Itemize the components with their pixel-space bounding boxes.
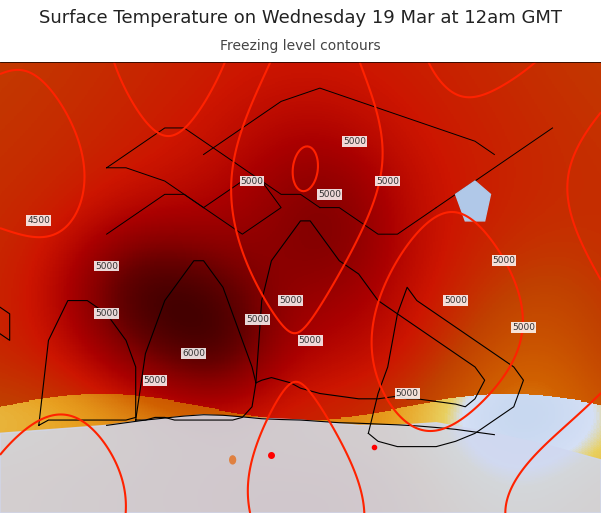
Text: 5000: 5000 (376, 176, 399, 186)
Text: 5000: 5000 (318, 190, 341, 199)
Text: 5000: 5000 (95, 309, 118, 319)
Text: 5000: 5000 (512, 323, 535, 331)
Text: 4500: 4500 (27, 216, 50, 225)
Text: 5000: 5000 (246, 314, 269, 324)
Text: 5000: 5000 (279, 296, 302, 305)
Text: Freezing level contours: Freezing level contours (220, 39, 381, 53)
Text: 5000: 5000 (493, 256, 516, 265)
Polygon shape (0, 415, 601, 513)
Text: 5000: 5000 (444, 296, 467, 305)
Circle shape (230, 456, 236, 464)
Text: 5000: 5000 (144, 376, 166, 385)
Text: Surface Temperature on Wednesday 19 Mar at 12am GMT: Surface Temperature on Wednesday 19 Mar … (39, 9, 562, 28)
Text: 5000: 5000 (343, 137, 366, 146)
Text: 6000: 6000 (182, 349, 206, 358)
Text: 5000: 5000 (95, 262, 118, 270)
Text: 5000: 5000 (299, 336, 322, 345)
Text: 5000: 5000 (240, 176, 263, 186)
Polygon shape (456, 181, 490, 221)
Text: 5000: 5000 (395, 389, 419, 398)
